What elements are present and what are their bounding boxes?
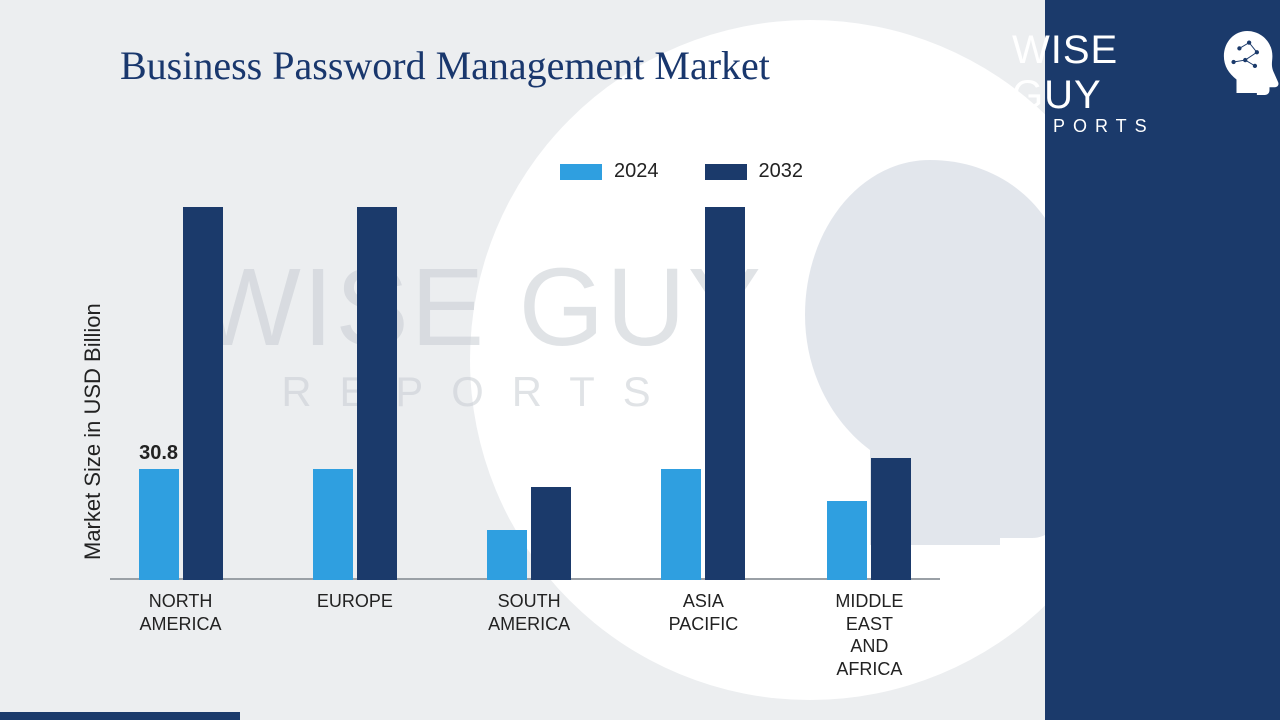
x-axis-category-label: ASIA PACIFIC	[669, 590, 739, 635]
legend-item-2024: 2024	[560, 160, 659, 183]
bar-group: EUROPE	[307, 185, 403, 580]
bar	[661, 469, 701, 580]
canvas: WISE GUY REPORTS WISE GUY REPORTS Busine…	[0, 0, 1280, 720]
legend-swatch-2032	[705, 164, 747, 180]
logo-line1: WISE GUY	[1012, 28, 1214, 118]
bar-group: MIDDLE EAST AND AFRICA	[821, 185, 917, 580]
legend-label-2032: 2032	[759, 160, 804, 183]
legend: 2024 2032	[560, 160, 803, 183]
bar	[871, 458, 911, 580]
bar	[487, 530, 527, 580]
y-axis-label: Market Size in USD Billion	[80, 303, 106, 560]
bar-group: NORTH AMERICA	[133, 185, 229, 580]
bar	[313, 469, 353, 580]
bar	[139, 469, 179, 580]
legend-item-2032: 2032	[705, 160, 804, 183]
chart-title: Business Password Management Market	[120, 42, 770, 89]
bar-group: ASIA PACIFIC	[655, 185, 751, 580]
bar	[531, 487, 571, 580]
bar-group: SOUTH AMERICA	[481, 185, 577, 580]
x-axis-category-label: SOUTH AMERICA	[488, 590, 570, 635]
bar	[357, 207, 397, 580]
x-axis-category-label: EUROPE	[317, 590, 393, 613]
logo-head-icon	[1220, 28, 1280, 96]
footer-accent-bar	[0, 712, 240, 720]
bar	[827, 501, 867, 580]
x-axis-category-label: NORTH AMERICA	[140, 590, 222, 635]
legend-label-2024: 2024	[614, 160, 659, 183]
bar-value-label: 30.8	[139, 442, 178, 465]
x-axis-category-label: MIDDLE EAST AND AFRICA	[835, 590, 903, 680]
brand-logo: WISE GUY REPORTS	[1012, 28, 1280, 137]
bar	[705, 207, 745, 580]
bar-chart: NORTH AMERICA EUROPE SOUTH AMERICA ASIA PAC…	[110, 185, 940, 580]
logo-line2: REPORTS	[1012, 116, 1214, 137]
bar	[183, 207, 223, 580]
legend-swatch-2024	[560, 164, 602, 180]
